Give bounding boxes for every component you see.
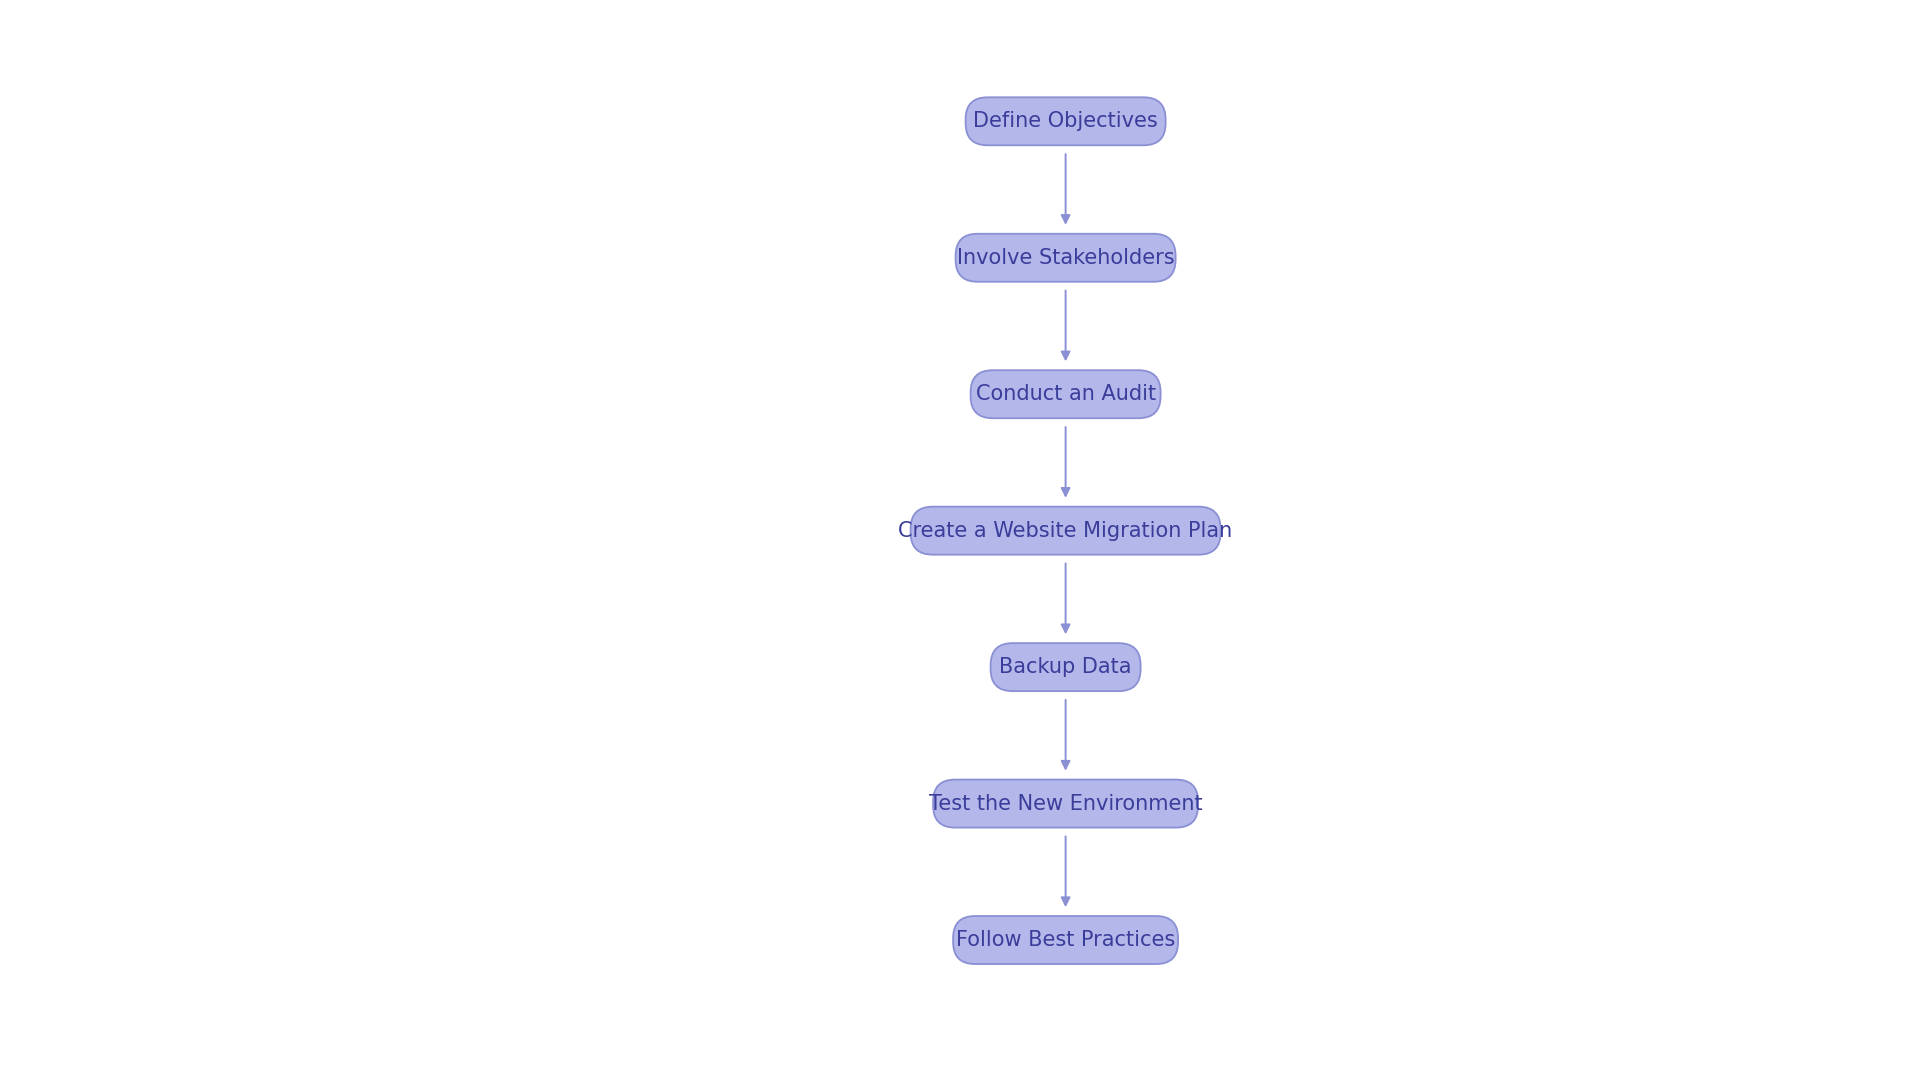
FancyBboxPatch shape xyxy=(933,780,1198,827)
Text: Follow Best Practices: Follow Best Practices xyxy=(956,930,1175,950)
Text: Define Objectives: Define Objectives xyxy=(973,112,1158,131)
Text: Backup Data: Backup Data xyxy=(998,657,1133,677)
FancyBboxPatch shape xyxy=(952,916,1179,964)
Text: Test the New Environment: Test the New Environment xyxy=(929,794,1202,813)
FancyBboxPatch shape xyxy=(910,507,1221,554)
FancyBboxPatch shape xyxy=(966,97,1165,145)
FancyBboxPatch shape xyxy=(972,370,1160,418)
FancyBboxPatch shape xyxy=(956,234,1175,282)
FancyBboxPatch shape xyxy=(991,643,1140,691)
Text: Involve Stakeholders: Involve Stakeholders xyxy=(956,248,1175,268)
Text: Conduct an Audit: Conduct an Audit xyxy=(975,384,1156,404)
Text: Create a Website Migration Plan: Create a Website Migration Plan xyxy=(899,521,1233,540)
